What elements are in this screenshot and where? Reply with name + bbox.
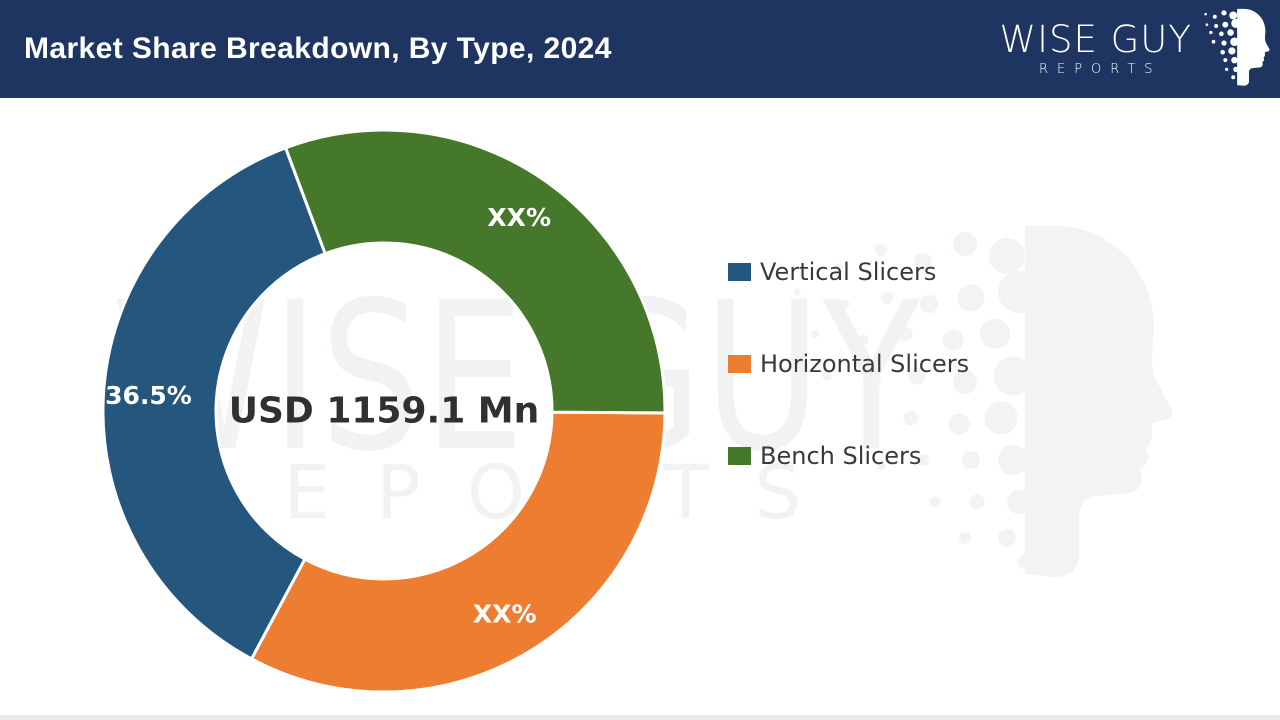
bottom-strip (0, 715, 1280, 720)
page-title: Market Share Breakdown, By Type, 2024 (24, 32, 612, 65)
donut-center-label: USD 1159.1 Mn (228, 390, 540, 432)
logo-subtext: REPORTS (1038, 61, 1162, 77)
donut-slice-vertical-slicers (101, 146, 327, 661)
slice-label: XX% (473, 599, 537, 628)
donut-slice-bench-slicers (284, 128, 667, 415)
legend-item-bench-slicers: Bench Slicers (728, 441, 969, 471)
logo-face-icon (1204, 8, 1270, 86)
legend-swatch-icon (728, 355, 751, 373)
header-bar: Market Share Breakdown, By Type, 2024 WI… (0, 0, 1280, 98)
legend-swatch-icon (728, 447, 751, 465)
legend: Vertical Slicers Horizontal Slicers Benc… (728, 257, 969, 471)
watermark-subtext: REPORTS (186, 450, 848, 536)
legend-item-horizontal-slicers: Horizontal Slicers (728, 349, 969, 379)
legend-item-vertical-slicers: Vertical Slicers (728, 257, 969, 287)
logo-wordmark: WISE GUY (999, 17, 1192, 61)
slice-label: XX% (487, 203, 551, 232)
legend-label: Bench Slicers (760, 442, 922, 470)
donut-slice-horizontal-slicers (250, 410, 667, 694)
legend-swatch-icon (728, 263, 751, 281)
legend-label: Vertical Slicers (760, 258, 937, 286)
brand-logo: WISE GUY REPORTS (1000, 5, 1270, 89)
legend-label: Horizontal Slicers (760, 350, 970, 378)
watermark-face-icon (782, 226, 1173, 577)
chart-area: WISE GUY REPORTS 36.5% XX% XX% (0, 98, 1280, 715)
donut-chart: 36.5% XX% XX% (101, 128, 667, 694)
brand-logo-text: WISE GUY REPORTS (1000, 18, 1192, 77)
slice-label: 36.5% (105, 381, 192, 410)
